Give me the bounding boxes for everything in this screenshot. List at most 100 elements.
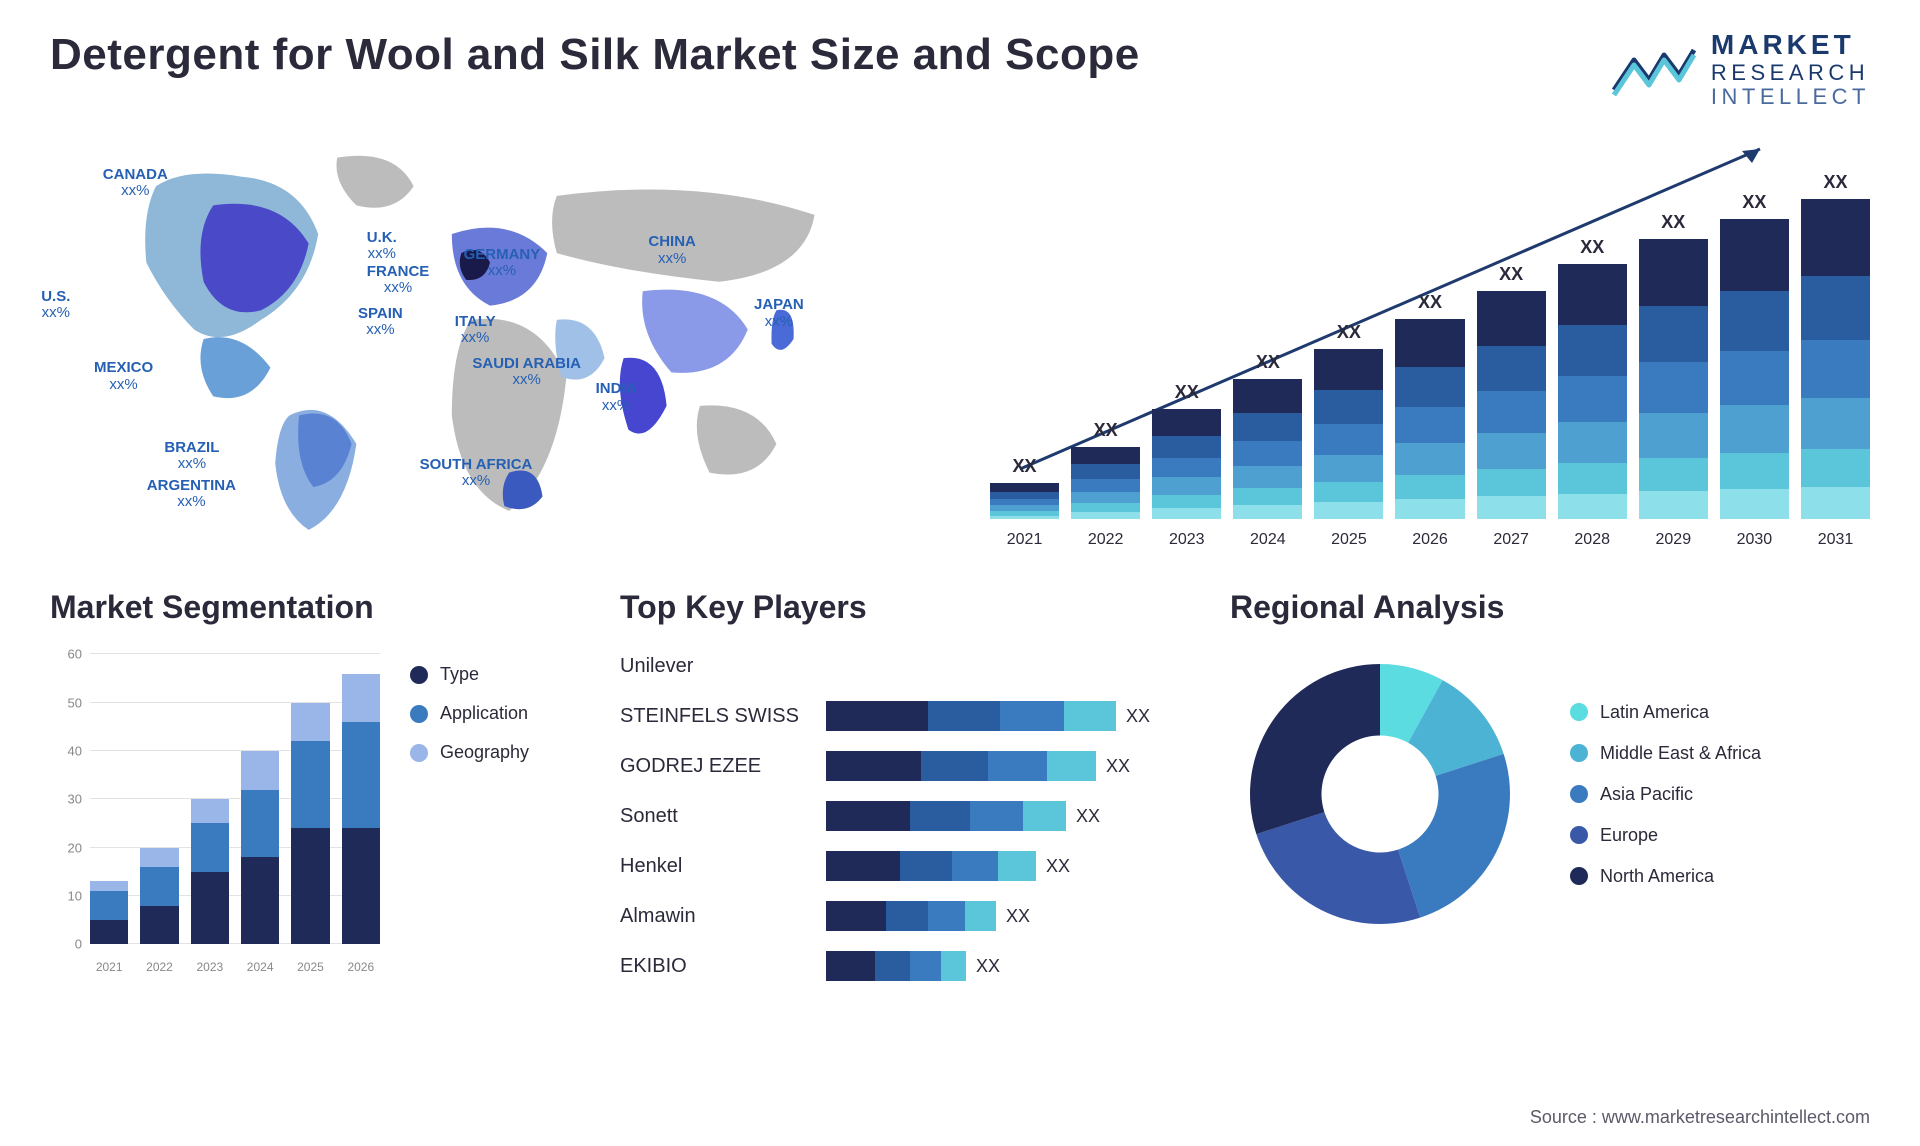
segmentation-bar [241, 751, 279, 944]
segmentation-title: Market Segmentation [50, 589, 570, 626]
player-name: Sonett [620, 805, 810, 828]
map-country-label: JAPANxx% [754, 297, 804, 330]
player-name: STEINFELS SWISS [620, 705, 810, 728]
seg-ytick: 10 [68, 888, 82, 903]
segmentation-chart: 0102030405060 202120222023202420252026 [50, 644, 380, 974]
growth-bar-label: XX [1094, 420, 1118, 441]
growth-bar: XX [1152, 382, 1221, 519]
growth-year-label: 2031 [1801, 531, 1870, 549]
map-country-label: ITALYxx% [455, 314, 496, 347]
player-value: XX [1006, 906, 1030, 927]
regional-legend: Latin America Middle East & Africa Asia Pa… [1570, 702, 1761, 887]
seg-ytick: 0 [75, 937, 82, 952]
segmentation-bar [342, 674, 380, 945]
growth-bar: XX [1314, 322, 1383, 519]
seg-year-label: 2024 [241, 960, 279, 974]
growth-year-label: 2025 [1314, 531, 1383, 549]
legend-item: Application [410, 703, 529, 724]
page-title: Detergent for Wool and Silk Market Size … [50, 30, 1140, 80]
player-name: Almawin [620, 905, 810, 928]
legend-item: Geography [410, 742, 529, 763]
player-row: EKIBIOXX [620, 944, 1180, 988]
player-name: EKIBIO [620, 955, 810, 978]
growth-year-label: 2023 [1152, 531, 1221, 549]
growth-chart-panel: XXXXXXXXXXXXXXXXXXXXXX 20212022202320242… [990, 129, 1870, 549]
donut-slice [1256, 812, 1420, 924]
map-country-label: SPAINxx% [358, 306, 403, 339]
player-name: GODREJ EZEE [620, 755, 810, 778]
seg-year-label: 2026 [342, 960, 380, 974]
player-value: XX [1106, 756, 1130, 777]
growth-bar-label: XX [1175, 382, 1199, 403]
legend-item: Asia Pacific [1570, 784, 1761, 805]
seg-ytick: 20 [68, 840, 82, 855]
seg-year-label: 2021 [90, 960, 128, 974]
player-value: XX [1046, 856, 1070, 877]
player-row: Sonett XX [620, 794, 1180, 838]
player-value: XX [1126, 706, 1150, 727]
logo-icon [1609, 40, 1699, 100]
growth-year-label: 2030 [1720, 531, 1789, 549]
growth-year-label: 2027 [1477, 531, 1546, 549]
segmentation-bar [191, 799, 229, 944]
growth-year-label: 2022 [1071, 531, 1140, 549]
map-country-label: CANADAxx% [103, 167, 168, 200]
growth-year-label: 2028 [1558, 531, 1627, 549]
players-panel: Top Key Players UnileverSTEINFELS SWISSX… [620, 589, 1180, 1029]
seg-ytick: 60 [68, 647, 82, 662]
source-attribution: Source : www.marketresearchintellect.com [1530, 1107, 1870, 1128]
seg-ytick: 30 [68, 792, 82, 807]
growth-bar: XX [990, 456, 1059, 519]
growth-bar: XX [1639, 212, 1708, 519]
growth-bar: XX [1477, 264, 1546, 519]
growth-bar: XX [1558, 237, 1627, 519]
legend-item: North America [1570, 866, 1761, 887]
segmentation-bar [140, 848, 178, 945]
logo-text-3: INTELLECT [1711, 85, 1870, 109]
world-map-panel: CANADAxx%U.S.xx%MEXICOxx%BRAZILxx%ARGENT… [50, 129, 930, 549]
growth-bar: XX [1233, 352, 1302, 519]
map-country-label: INDIAxx% [596, 381, 637, 414]
growth-bar: XX [1071, 420, 1140, 519]
donut-slice [1250, 664, 1380, 834]
growth-bar-label: XX [1499, 264, 1523, 285]
growth-bar-label: XX [1418, 292, 1442, 313]
growth-bar-label: XX [1013, 456, 1037, 477]
map-country-label: SAUDI ARABIAxx% [472, 356, 581, 389]
player-name: Henkel [620, 855, 810, 878]
map-country-label: BRAZILxx% [164, 440, 219, 473]
growth-year-label: 2029 [1639, 531, 1708, 549]
map-country-label: FRANCExx% [367, 264, 430, 297]
player-row: GODREJ EZEE XX [620, 744, 1180, 788]
logo-text-1: MARKET [1711, 30, 1870, 61]
growth-bar: XX [1801, 172, 1870, 519]
growth-year-label: 2024 [1233, 531, 1302, 549]
segmentation-bar [291, 703, 329, 945]
legend-item: Europe [1570, 825, 1761, 846]
brand-logo: MARKET RESEARCH INTELLECT [1609, 30, 1870, 109]
regional-panel: Regional Analysis Latin America Middle Ea… [1230, 589, 1870, 1029]
legend-item: Middle East & Africa [1570, 743, 1761, 764]
map-country-label: SOUTH AFRICAxx% [420, 457, 533, 490]
map-country-label: CHINAxx% [648, 234, 696, 267]
seg-year-label: 2023 [191, 960, 229, 974]
players-title: Top Key Players [620, 589, 1180, 626]
map-country-label: U.S.xx% [41, 289, 70, 322]
growth-year-label: 2021 [990, 531, 1059, 549]
player-row: STEINFELS SWISS XX [620, 694, 1180, 738]
growth-bar: XX [1395, 292, 1464, 519]
donut-slice [1398, 754, 1510, 918]
legend-item: Latin America [1570, 702, 1761, 723]
player-row: Almawin XX [620, 894, 1180, 938]
player-value: XX [1076, 806, 1100, 827]
growth-bar-label: XX [1337, 322, 1361, 343]
seg-ytick: 40 [68, 743, 82, 758]
map-country-label: GERMANYxx% [464, 247, 541, 280]
segmentation-panel: Market Segmentation 0102030405060 202120… [50, 589, 570, 1029]
growth-bar-label: XX [1742, 192, 1766, 213]
growth-bar: XX [1720, 192, 1789, 519]
seg-year-label: 2022 [140, 960, 178, 974]
segmentation-legend: TypeApplicationGeography [410, 644, 529, 974]
regional-title: Regional Analysis [1230, 589, 1870, 626]
seg-year-label: 2025 [291, 960, 329, 974]
